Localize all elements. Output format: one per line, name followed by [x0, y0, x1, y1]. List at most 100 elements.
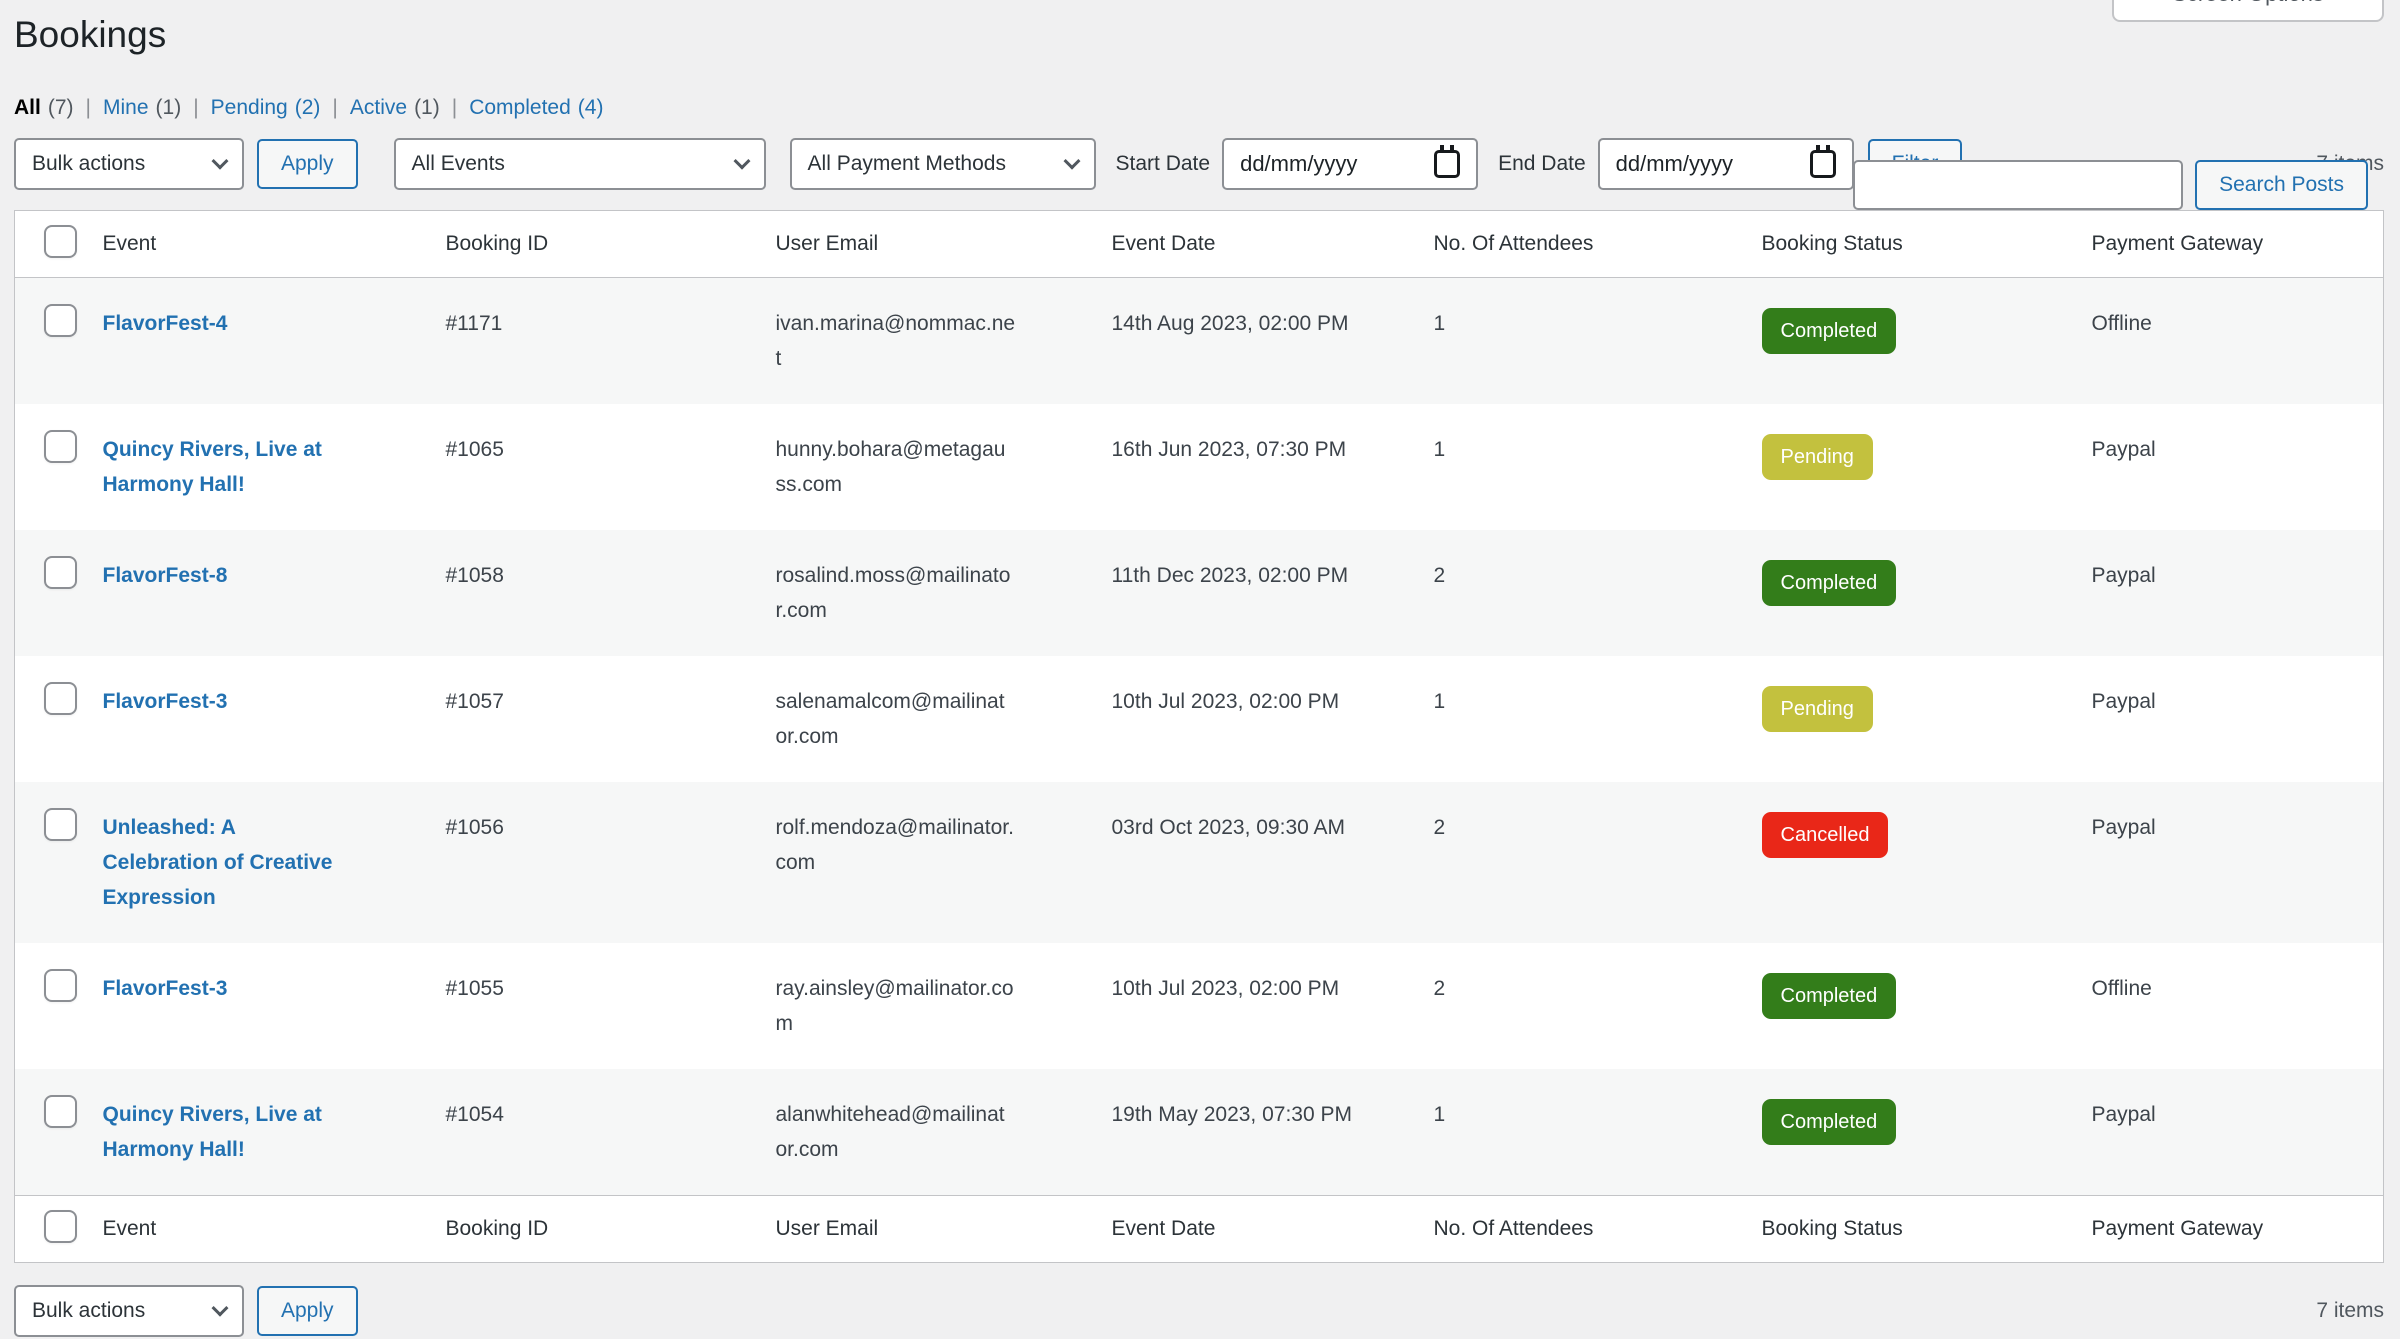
row-checkbox[interactable]	[44, 808, 78, 842]
column-header-event: Event	[80, 1195, 424, 1263]
column-header-booking-id: Booking ID	[423, 210, 754, 279]
event-link[interactable]: FlavorFest-3	[102, 690, 228, 714]
search-posts-button[interactable]: Search Posts	[2195, 160, 2368, 211]
screen-options-button[interactable]: Screen Options	[2112, 0, 2384, 22]
table-row: FlavorFest-4 #1171 ivan.marina@nommac.ne…	[14, 277, 2384, 405]
view-tab-label: Active	[349, 96, 408, 120]
booking-id: #1058	[445, 564, 504, 588]
attendees-count: 1	[1433, 690, 1446, 714]
view-tab-completed[interactable]: Completed (4)	[469, 96, 603, 120]
user-email: salenamalcom@mailinator.com	[775, 690, 1005, 749]
column-header-booking-status: Booking Status	[1739, 1195, 2070, 1263]
chevron-down-icon	[211, 152, 229, 170]
row-checkbox[interactable]	[44, 556, 78, 590]
event-date: 03rd Oct 2023, 09:30 AM	[1111, 816, 1345, 840]
view-tab-pending[interactable]: Pending (2)	[211, 96, 321, 120]
view-tab-mine[interactable]: Mine (1)	[103, 96, 181, 120]
table-row: Quincy Rivers, Live at Harmony Hall! #10…	[15, 404, 2384, 530]
booking-status-badge: Completed	[1761, 1099, 1897, 1146]
booking-id: #1065	[445, 438, 504, 462]
events-filter-label: All Events	[411, 152, 505, 176]
payment-gateway: Offline	[2091, 312, 2152, 336]
view-tab-count: (2)	[294, 96, 321, 120]
start-date-value: dd/mm/yyyy	[1240, 151, 1358, 177]
start-date-input[interactable]: dd/mm/yyyy	[1222, 138, 1479, 191]
view-tab-active[interactable]: Active (1)	[350, 96, 440, 120]
end-date-input[interactable]: dd/mm/yyyy	[1597, 138, 1854, 191]
booking-status-badge: Completed	[1761, 560, 1897, 607]
booking-status-badge: Pending	[1761, 686, 1873, 733]
view-tab-label: Completed	[469, 96, 571, 120]
booking-status-badge: Pending	[1761, 434, 1873, 481]
table-row: Quincy Rivers, Live at Harmony Hall! #10…	[14, 1069, 2384, 1196]
search-input[interactable]	[1853, 160, 2184, 211]
bulk-actions-select[interactable]: Bulk actions	[14, 1285, 244, 1338]
event-date: 19th May 2023, 07:30 PM	[1111, 1103, 1353, 1127]
event-date: 11th Dec 2023, 02:00 PM	[1111, 564, 1349, 588]
booking-id: #1056	[445, 816, 504, 840]
start-date-label: Start Date	[1115, 152, 1211, 176]
payment-gateway: Paypal	[2091, 690, 2156, 714]
event-link[interactable]: FlavorFest-3	[102, 977, 228, 1001]
view-tab-label: Mine	[102, 96, 149, 120]
view-tab-count: (4)	[577, 96, 604, 120]
column-header-attendees: No. Of Attendees	[1411, 210, 1740, 279]
column-header-booking-id: Booking ID	[423, 1195, 754, 1263]
page-title: Bookings	[14, 14, 167, 55]
attendees-count: 1	[1433, 438, 1446, 462]
booking-id: #1057	[445, 690, 504, 714]
payment-gateway: Paypal	[2091, 1103, 2156, 1127]
event-date: 10th Jul 2023, 02:00 PM	[1111, 977, 1340, 1001]
bulk-actions-select[interactable]: Bulk actions	[14, 138, 244, 191]
booking-id: #1171	[445, 312, 503, 336]
user-email: ivan.marina@nommac.net	[775, 312, 1016, 371]
table-header-row: Event Booking ID User Email Event Date N…	[14, 210, 2384, 279]
view-tab-count: (1)	[414, 96, 440, 120]
column-header-event: Event	[80, 210, 424, 279]
column-header-payment-gateway: Payment Gateway	[2069, 1195, 2384, 1263]
attendees-count: 2	[1433, 977, 1446, 1001]
chevron-down-icon	[211, 1299, 229, 1317]
bulk-actions-label: Bulk actions	[32, 152, 146, 176]
event-link[interactable]: FlavorFest-8	[102, 564, 228, 588]
column-header-event-date: Event Date	[1089, 1195, 1412, 1263]
row-checkbox[interactable]	[44, 430, 78, 464]
attendees-count: 2	[1433, 564, 1446, 588]
search-form: Search Posts	[1853, 160, 2368, 211]
attendees-count: 2	[1433, 816, 1446, 840]
column-header-attendees: No. Of Attendees	[1411, 1195, 1740, 1263]
view-tab-all[interactable]: All (7)	[14, 96, 74, 120]
events-filter-select[interactable]: All Events	[393, 138, 766, 191]
column-header-user-email: User Email	[753, 210, 1090, 279]
payment-methods-label: All Payment Methods	[807, 152, 1006, 176]
row-checkbox[interactable]	[44, 682, 78, 716]
event-date: 10th Jul 2023, 02:00 PM	[1111, 690, 1340, 714]
payment-gateway: Paypal	[2091, 564, 2156, 588]
chevron-down-icon	[733, 152, 751, 170]
bulk-actions-label: Bulk actions	[32, 1299, 146, 1323]
apply-button[interactable]: Apply	[257, 139, 358, 190]
row-checkbox[interactable]	[44, 1095, 78, 1129]
booking-status-badge: Completed	[1761, 308, 1897, 355]
event-link[interactable]: FlavorFest-4	[102, 312, 228, 336]
event-date: 16th Jun 2023, 07:30 PM	[1111, 438, 1347, 462]
attendees-count: 1	[1433, 1103, 1446, 1127]
table-row: FlavorFest-8 #1058 rosalind.moss@mailina…	[14, 530, 2384, 657]
table-row: Unleashed: A Celebration of Creative Exp…	[14, 782, 2384, 944]
row-checkbox[interactable]	[44, 969, 78, 1003]
select-all-checkbox[interactable]	[44, 1210, 78, 1244]
row-checkbox[interactable]	[44, 304, 78, 338]
select-all-checkbox[interactable]	[44, 225, 78, 259]
booking-status-badge: Cancelled	[1761, 812, 1889, 859]
event-link[interactable]: Quincy Rivers, Live at Harmony Hall!	[102, 1103, 322, 1162]
payment-methods-select[interactable]: All Payment Methods	[789, 138, 1096, 191]
event-link[interactable]: Quincy Rivers, Live at Harmony Hall!	[102, 438, 322, 497]
booking-status-badge: Completed	[1761, 973, 1897, 1020]
chevron-down-icon	[1063, 152, 1081, 170]
apply-button[interactable]: Apply	[257, 1286, 358, 1337]
event-link[interactable]: Unleashed: A Celebration of Creative Exp…	[102, 816, 333, 910]
bookings-table: Event Booking ID User Email Event Date N…	[14, 210, 2384, 1264]
column-header-booking-status: Booking Status	[1739, 210, 2070, 279]
payment-gateway: Offline	[2091, 977, 2152, 1001]
